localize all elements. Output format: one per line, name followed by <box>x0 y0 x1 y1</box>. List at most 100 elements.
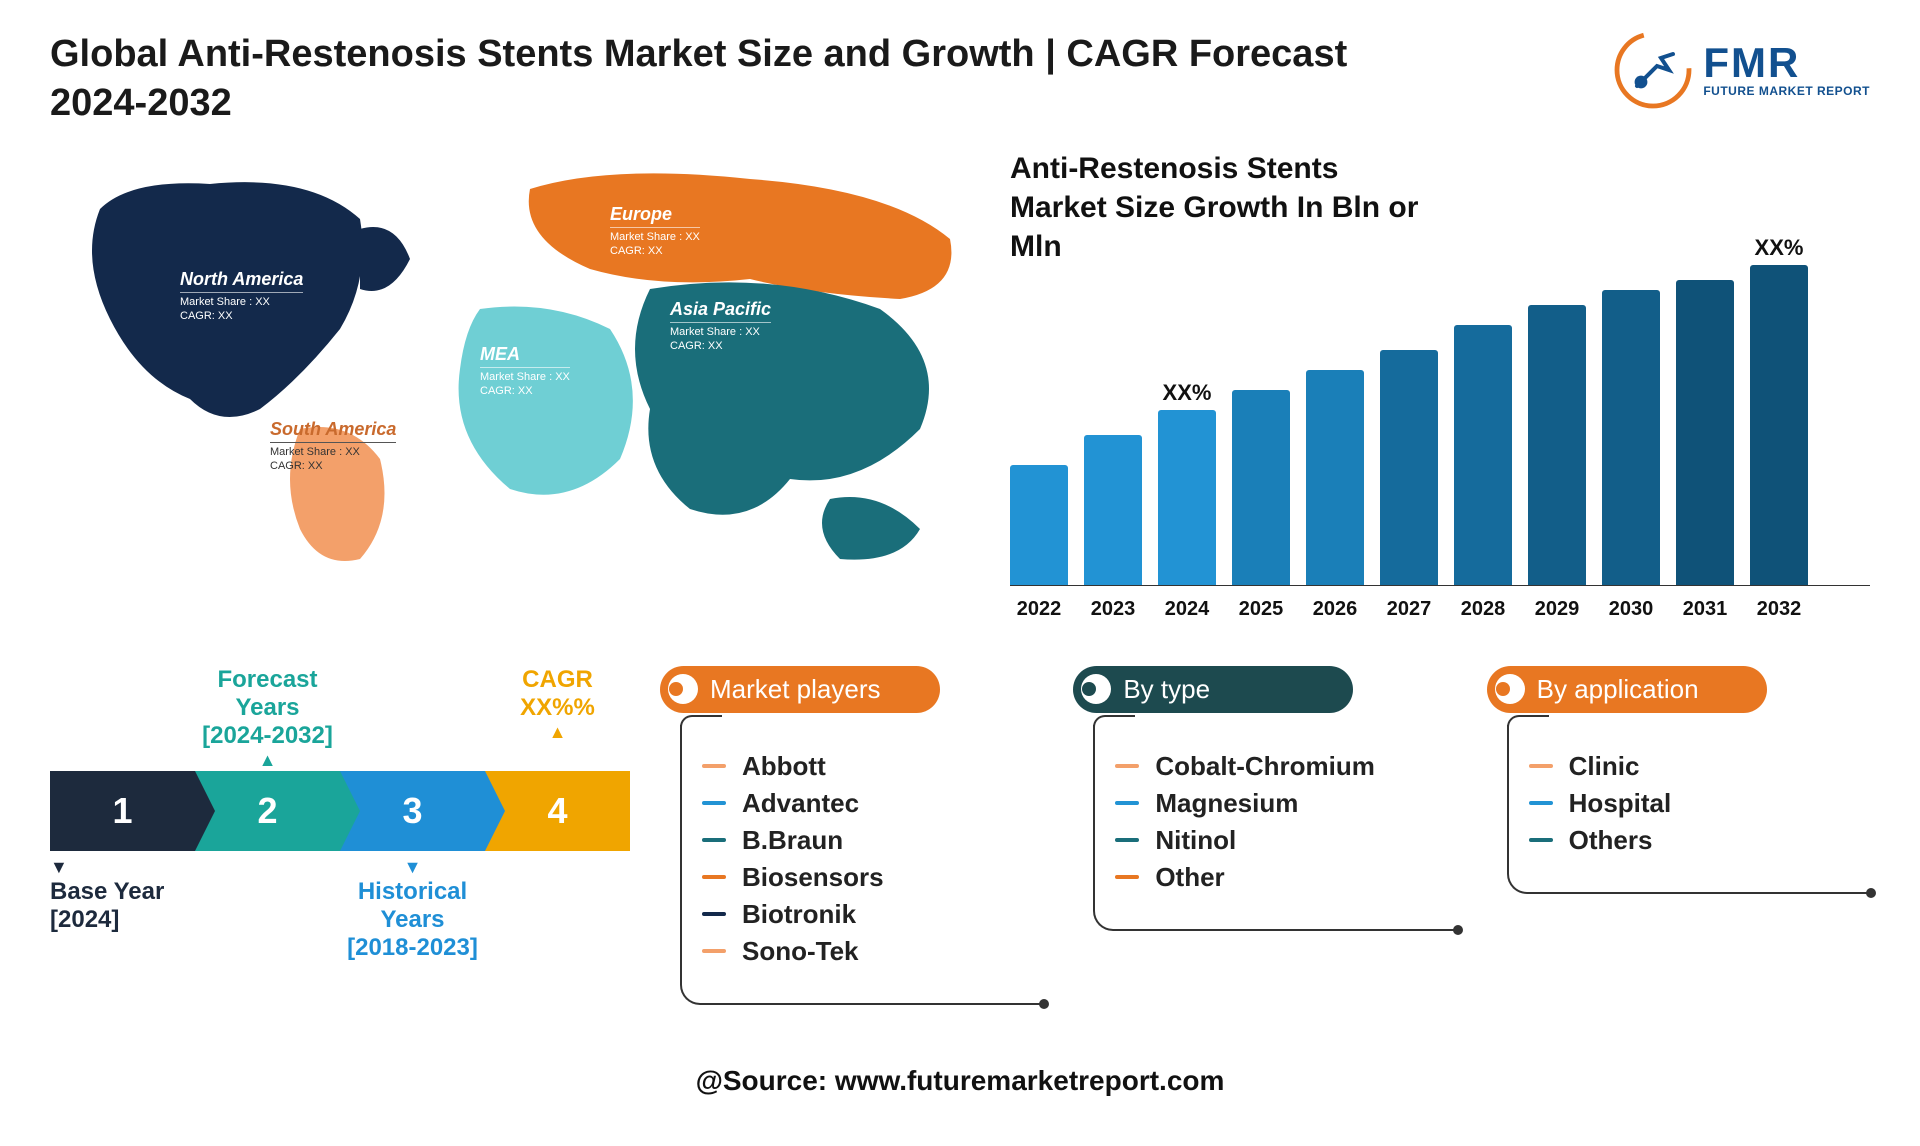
bar <box>1676 280 1734 585</box>
timeline-blocks: 1234 <box>50 771 630 851</box>
segment-item-label: Hospital <box>1569 788 1672 819</box>
page-title: Global Anti-Restenosis Stents Market Siz… <box>50 30 1450 129</box>
segment-item: Hospital <box>1529 788 1860 819</box>
growth-chart: Anti-Restenosis Stents Market Size Growt… <box>1010 149 1870 586</box>
segment-title: By type <box>1123 674 1210 705</box>
segment-item-label: Cobalt-Chromium <box>1155 751 1375 782</box>
segment-item: Magnesium <box>1115 788 1446 819</box>
segment-title: Market players <box>710 674 881 705</box>
segment-item: Advantec <box>702 788 1033 819</box>
historical-years-label: ▼ Historical Years [2018-2023] <box>340 857 485 962</box>
segment-item-label: Clinic <box>1569 751 1640 782</box>
bar-col: 2029 <box>1528 305 1586 585</box>
tick-icon <box>1115 875 1139 879</box>
region-north-america: North America Market Share : XXCAGR: XX <box>180 269 303 324</box>
spyglass-icon <box>1613 30 1693 110</box>
bar-col: XX%2024 <box>1158 410 1216 585</box>
tick-icon <box>702 949 726 953</box>
bar <box>1158 410 1216 585</box>
tick-icon <box>702 875 726 879</box>
bar-year: 2030 <box>1609 598 1654 621</box>
bar-col: 2028 <box>1454 325 1512 585</box>
segment-column: Market players Abbott Advantec B.Braun Biose… <box>660 666 1043 1005</box>
bar-col: 2030 <box>1602 290 1660 585</box>
bar-year: 2032 <box>1757 598 1802 621</box>
segment-item: Nitinol <box>1115 825 1446 856</box>
segment-item: Biosensors <box>702 862 1033 893</box>
bar <box>1750 265 1808 585</box>
fmr-logo: FMR FUTURE MARKET REPORT <box>1613 30 1870 110</box>
logo-text-main: FMR <box>1703 42 1870 84</box>
tick-icon <box>1529 801 1553 805</box>
tick-icon <box>1529 838 1553 842</box>
bar-annotation: XX% <box>1755 235 1804 261</box>
segment-columns: Market players Abbott Advantec B.Braun Biose… <box>660 666 1870 1005</box>
bar <box>1232 390 1290 585</box>
segment-header: Market players <box>660 666 940 713</box>
bar-year: 2029 <box>1535 598 1580 621</box>
segment-item-label: Advantec <box>742 788 859 819</box>
segment-item: B.Braun <box>702 825 1033 856</box>
tick-icon <box>702 912 726 916</box>
bar-col: 2031 <box>1676 280 1734 585</box>
region-south-america: South America Market Share : XXCAGR: XX <box>270 419 396 474</box>
segment-item: Abbott <box>702 751 1033 782</box>
tick-icon <box>1115 838 1139 842</box>
bar <box>1528 305 1586 585</box>
base-year-label: ▼ Base Year [2024] <box>50 857 195 962</box>
bar-year: 2022 <box>1017 598 1062 621</box>
bar-year: 2026 <box>1313 598 1358 621</box>
tick-icon <box>1529 764 1553 768</box>
segment-header: By type <box>1073 666 1353 713</box>
timeline-block: 1 <box>50 771 195 851</box>
bar-row: 20222023XX%20242025202620272028202920302… <box>1010 276 1870 586</box>
segment-item: Others <box>1529 825 1860 856</box>
source-line: @Source: www.futuremarketreport.com <box>50 1065 1870 1097</box>
bar-year: 2025 <box>1239 598 1284 621</box>
bar <box>1306 370 1364 585</box>
bar-col: 2027 <box>1380 350 1438 585</box>
bar-col: 2026 <box>1306 370 1364 585</box>
cagr-label: CAGR XX%% ▲ <box>485 666 630 771</box>
bar-col: XX%2032 <box>1750 265 1808 585</box>
bar <box>1380 350 1438 585</box>
timeline: Forecast Years [2024-2032] ▲ CAGR XX%% ▲… <box>50 666 630 962</box>
timeline-block: 4 <box>485 771 630 851</box>
segment-item-label: Others <box>1569 825 1653 856</box>
segment-item-label: Abbott <box>742 751 826 782</box>
bar <box>1010 465 1068 585</box>
tick-icon <box>702 838 726 842</box>
segment-bracket: Abbott Advantec B.Braun Biosensors Biotronik… <box>680 725 1043 1005</box>
region-europe: Europe Market Share : XXCAGR: XX <box>610 204 700 259</box>
bar-col: 2023 <box>1084 435 1142 585</box>
segment-item: Other <box>1115 862 1446 893</box>
segment-item-label: Magnesium <box>1155 788 1298 819</box>
world-map: North America Market Share : XXCAGR: XX … <box>50 149 990 569</box>
segment-item-label: Other <box>1155 862 1224 893</box>
bar-col: 2022 <box>1010 465 1068 585</box>
timeline-block: 3 <box>340 771 485 851</box>
segment-item-label: B.Braun <box>742 825 843 856</box>
segment-bracket: Cobalt-Chromium Magnesium Nitinol Other <box>1093 725 1456 931</box>
region-mea: MEA Market Share : XXCAGR: XX <box>480 344 570 399</box>
segment-item-label: Biotronik <box>742 899 856 930</box>
segment-item: Clinic <box>1529 751 1860 782</box>
segment-title: By application <box>1537 674 1699 705</box>
bar-year: 2031 <box>1683 598 1728 621</box>
segment-item: Sono-Tek <box>702 936 1033 967</box>
segment-item: Cobalt-Chromium <box>1115 751 1446 782</box>
bar <box>1084 435 1142 585</box>
segment-dot-icon <box>1081 674 1111 704</box>
bar-year: 2028 <box>1461 598 1506 621</box>
header: Global Anti-Restenosis Stents Market Siz… <box>50 30 1870 129</box>
region-asia-pacific: Asia Pacific Market Share : XXCAGR: XX <box>670 299 771 354</box>
bar-year: 2027 <box>1387 598 1432 621</box>
segment-header: By application <box>1487 666 1767 713</box>
tick-icon <box>702 764 726 768</box>
chart-title: Anti-Restenosis Stents Market Size Growt… <box>1010 149 1430 266</box>
timeline-block: 2 <box>195 771 340 851</box>
bar-annotation: XX% <box>1163 380 1212 406</box>
tick-icon <box>702 801 726 805</box>
segment-dot-icon <box>668 674 698 704</box>
segment-dot-icon <box>1495 674 1525 704</box>
